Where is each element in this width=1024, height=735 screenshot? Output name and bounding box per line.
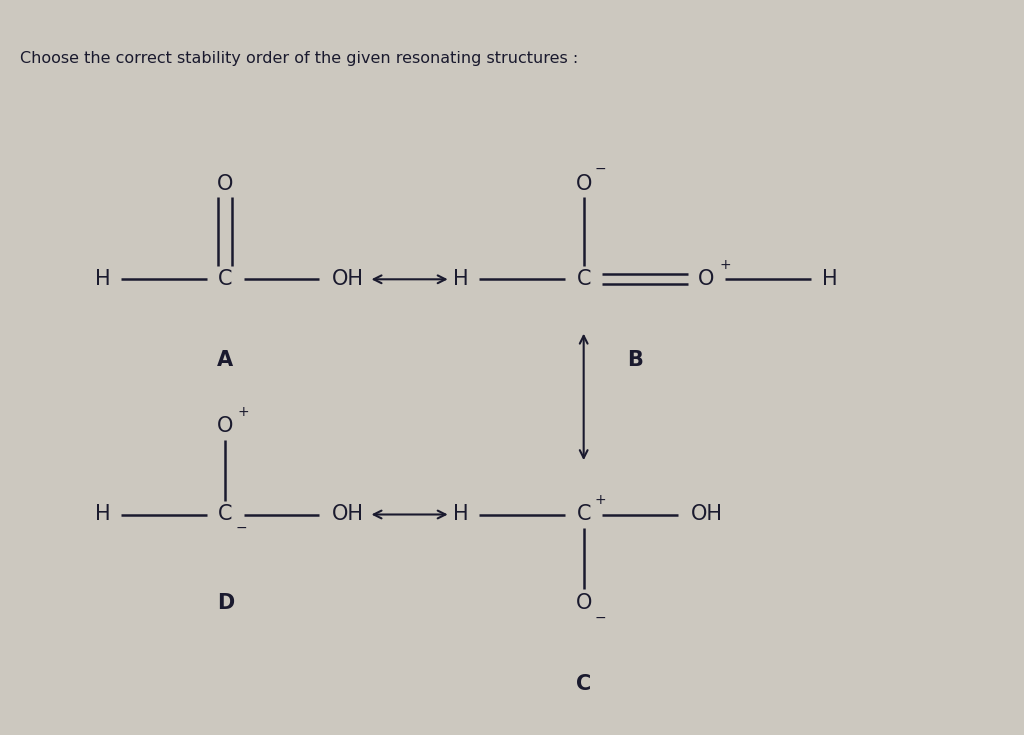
Text: C: C — [577, 504, 591, 525]
Text: Choose the correct stability order of the given resonating structures :: Choose the correct stability order of th… — [20, 51, 579, 66]
Text: D: D — [217, 592, 233, 613]
Text: H: H — [453, 269, 469, 290]
Text: +: + — [238, 404, 250, 419]
Text: O: O — [575, 173, 592, 194]
Text: A: A — [217, 350, 233, 370]
Text: O: O — [217, 173, 233, 194]
Text: −: − — [594, 610, 606, 625]
Text: H: H — [94, 504, 111, 525]
Text: C: C — [218, 269, 232, 290]
Text: −: − — [594, 162, 606, 176]
Text: H: H — [94, 269, 111, 290]
Text: O: O — [217, 416, 233, 437]
Text: +: + — [719, 257, 731, 272]
Text: OH: OH — [332, 504, 365, 525]
Text: O: O — [698, 269, 715, 290]
Text: B: B — [627, 350, 643, 370]
Text: C: C — [218, 504, 232, 525]
Text: OH: OH — [690, 504, 723, 525]
Text: O: O — [575, 592, 592, 613]
Text: C: C — [577, 673, 591, 694]
Text: H: H — [453, 504, 469, 525]
Text: OH: OH — [332, 269, 365, 290]
Text: H: H — [821, 269, 838, 290]
Text: −: − — [236, 520, 248, 535]
Text: +: + — [594, 492, 606, 507]
Text: C: C — [577, 269, 591, 290]
